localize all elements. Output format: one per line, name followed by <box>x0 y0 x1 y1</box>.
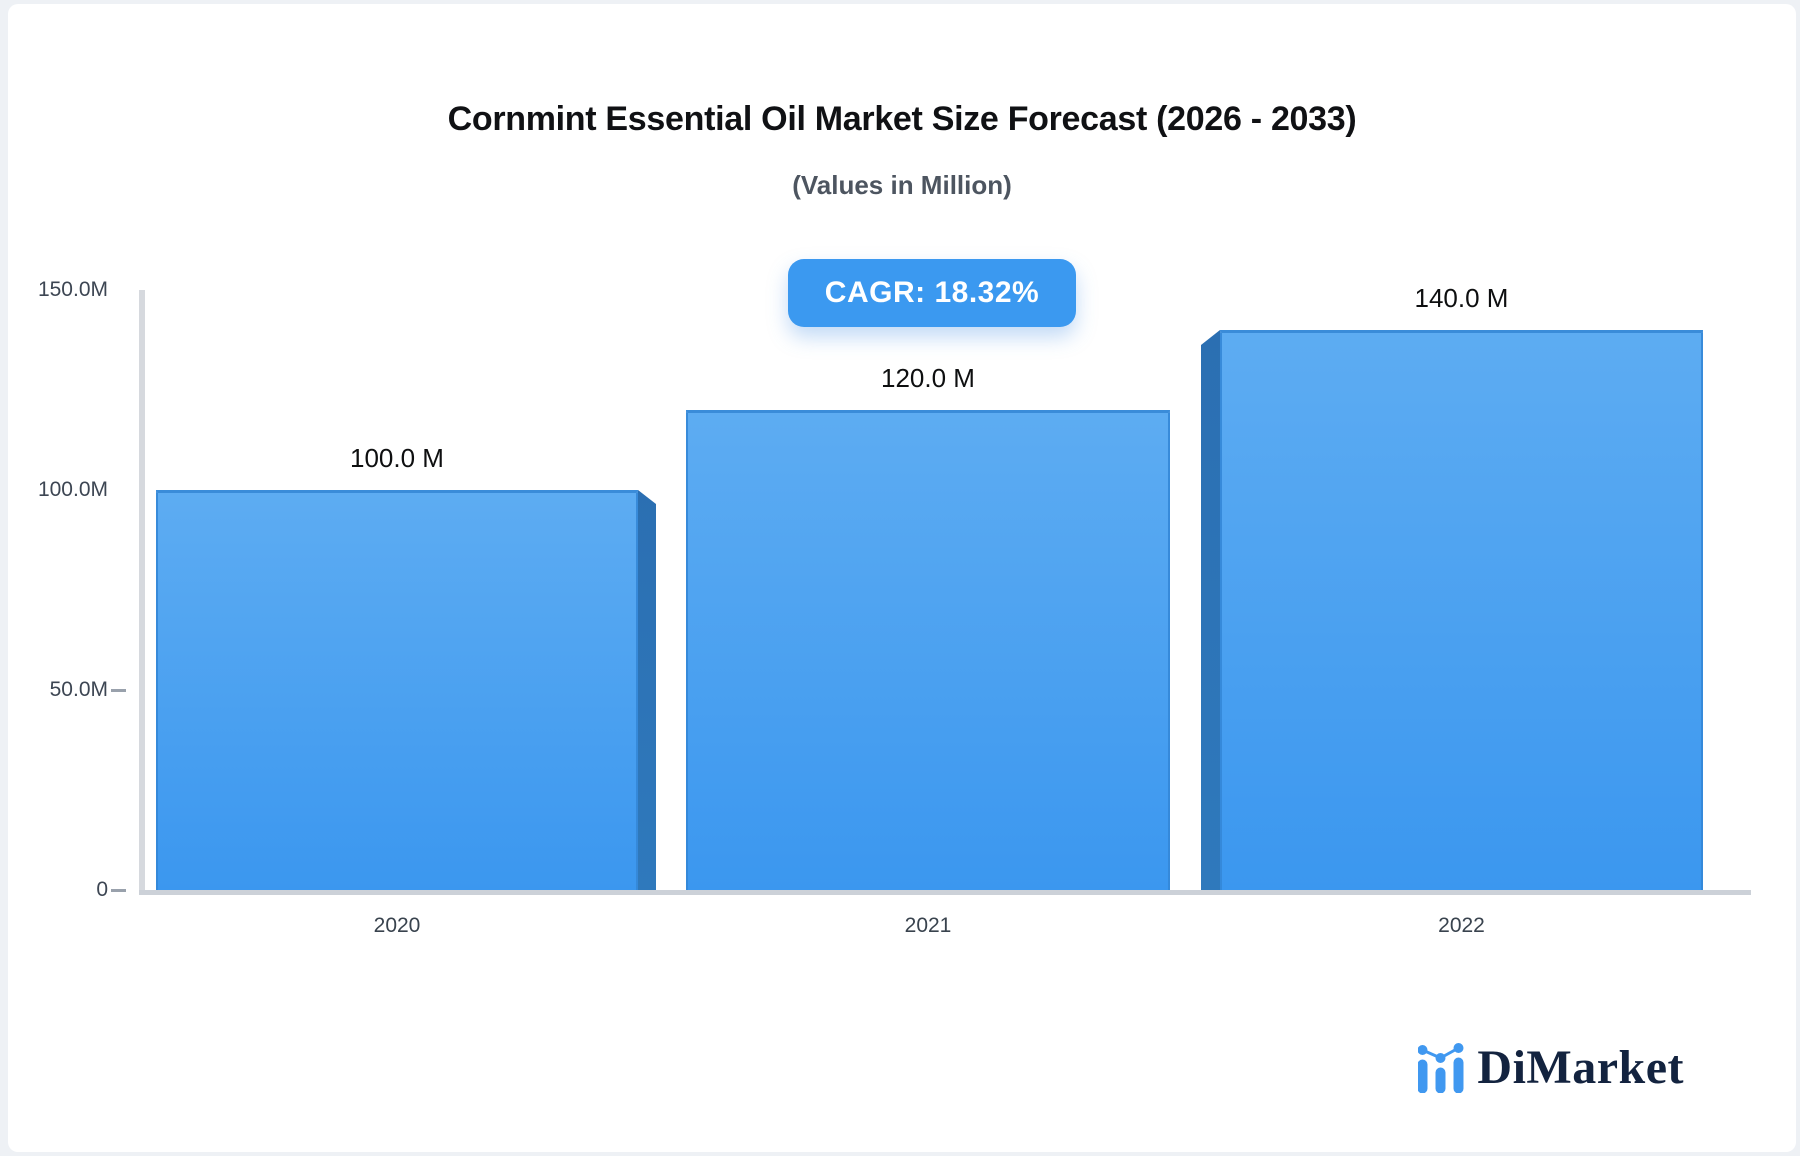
chart-subtitle: (Values in Million) <box>792 170 1012 200</box>
bar-2021 <box>686 410 1170 890</box>
brand-logo: DiMarket <box>1418 1040 1684 1095</box>
chart-card: Cornmint Essential Oil Market Size Forec… <box>8 4 1796 1152</box>
cagr-badge-label: CAGR: 18.32% <box>824 276 1040 309</box>
bar-3d-side <box>638 490 656 890</box>
y-axis-tick-label: 100.0M <box>37 478 108 501</box>
x-axis-category-label: 2022 <box>1438 914 1485 937</box>
chart-title: Cornmint Essential Oil Market Size Forec… <box>447 100 1357 138</box>
x-axis-line <box>139 890 1751 895</box>
bar-value-label: 140.0 M <box>1414 283 1509 313</box>
bar-3d-side <box>1201 330 1220 890</box>
brand-name: DiMarket <box>1477 1041 1684 1094</box>
y-axis-tick-label: 150.0M <box>37 278 108 301</box>
y-axis-line <box>139 290 145 895</box>
y-axis-tick-label: 0 <box>96 878 108 901</box>
bar-2020 <box>156 490 638 890</box>
bar-value-label: 120.0 M <box>881 363 975 393</box>
bar-2022 <box>1220 330 1703 890</box>
bar-chart-logo-icon <box>1418 1042 1464 1093</box>
bar-value-label: 100.0 M <box>350 443 444 473</box>
y-axis-tick-label: 50.0M <box>49 678 108 701</box>
x-axis-category-label: 2020 <box>373 914 421 937</box>
x-axis-category-label: 2021 <box>904 914 952 937</box>
y-axis-tick-mark <box>111 889 126 892</box>
cagr-badge: CAGR: 18.32% <box>788 259 1076 327</box>
y-axis-tick-mark <box>111 689 126 692</box>
